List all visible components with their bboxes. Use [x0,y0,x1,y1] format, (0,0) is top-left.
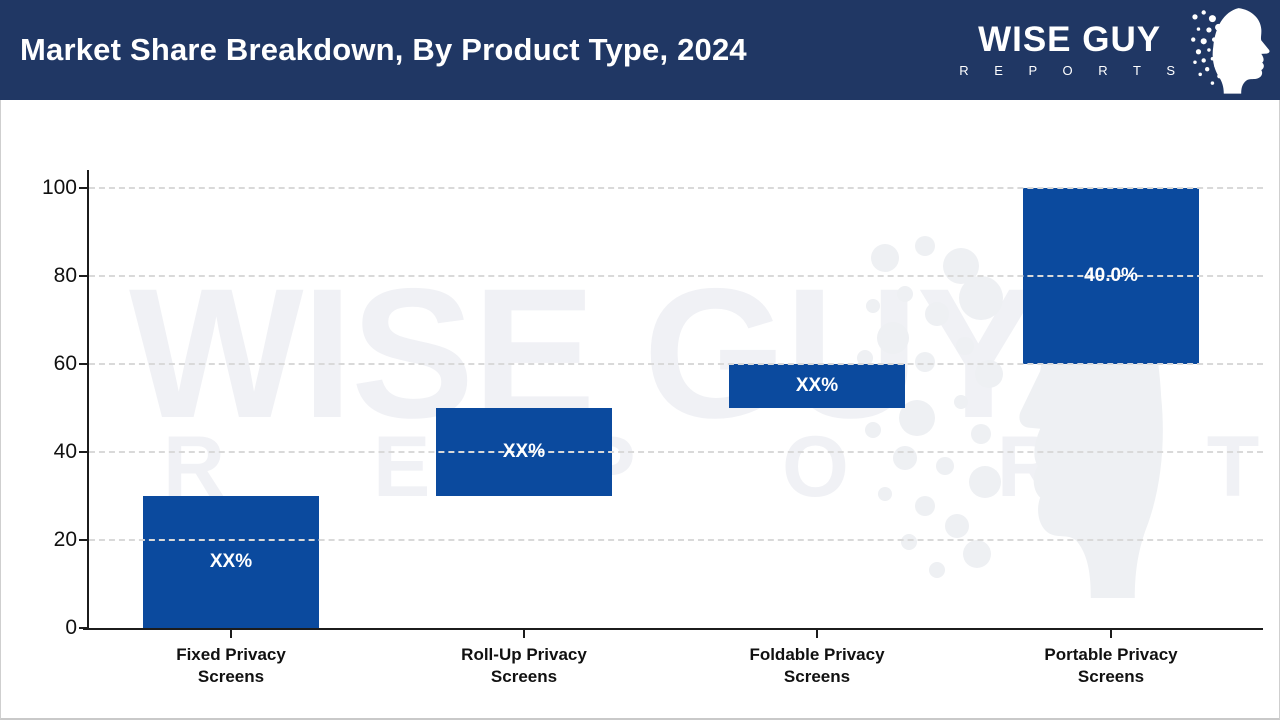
y-tick-mark [79,275,87,277]
gridline [89,275,1263,277]
y-tick-label: 80 [53,264,77,287]
y-tick-label: 20 [53,528,77,551]
x-tick-mark [523,630,525,638]
y-axis-line [87,170,89,630]
bar [729,364,905,408]
bar-value-label: XX% [795,375,839,396]
bar-value-label: XX% [502,441,546,462]
y-tick-label: 0 [65,616,77,639]
y-tick-label: 60 [53,352,77,375]
x-tick-mark [230,630,232,638]
gridline [89,539,1263,541]
plot-area: WISE GUY R E P O R T S [0,100,1280,720]
x-axis-line [83,628,1263,630]
y-tick-mark [79,451,87,453]
header-bar: Market Share Breakdown, By Product Type,… [0,0,1280,100]
bar-value-label: XX% [209,551,253,572]
gridline [89,363,1263,365]
bar-value-label: 40.0% [1084,265,1138,286]
x-tick-mark [1110,630,1112,638]
chart-title: Market Share Breakdown, By Product Type,… [20,32,747,67]
bar [143,496,319,628]
x-category-label: Roll-Up Privacy Screens [461,645,587,687]
y-tick-mark [79,363,87,365]
y-tick-mark [79,539,87,541]
logo-head-icon [1191,8,1270,94]
y-tick-label: 40 [53,440,77,463]
brand-logo: WISE GUY R E P O R T S [953,0,1270,100]
x-category-label: Portable Privacy Screens [1044,645,1178,687]
y-tick-label: 100 [41,176,77,199]
y-tick-mark [79,187,87,189]
x-category-label: Foldable Privacy Screens [749,645,885,687]
y-tick-mark [79,627,87,629]
x-category-label: Fixed Privacy Screens [176,645,286,687]
gridline [89,451,1263,453]
logo-wordmark-block: WISE GUY R E P O R T S [953,22,1186,78]
logo-subtitle: R E P O R T S [959,63,1186,78]
logo-wordmark: WISE GUY [978,20,1162,59]
x-tick-mark [816,630,818,638]
gridline [89,187,1263,189]
